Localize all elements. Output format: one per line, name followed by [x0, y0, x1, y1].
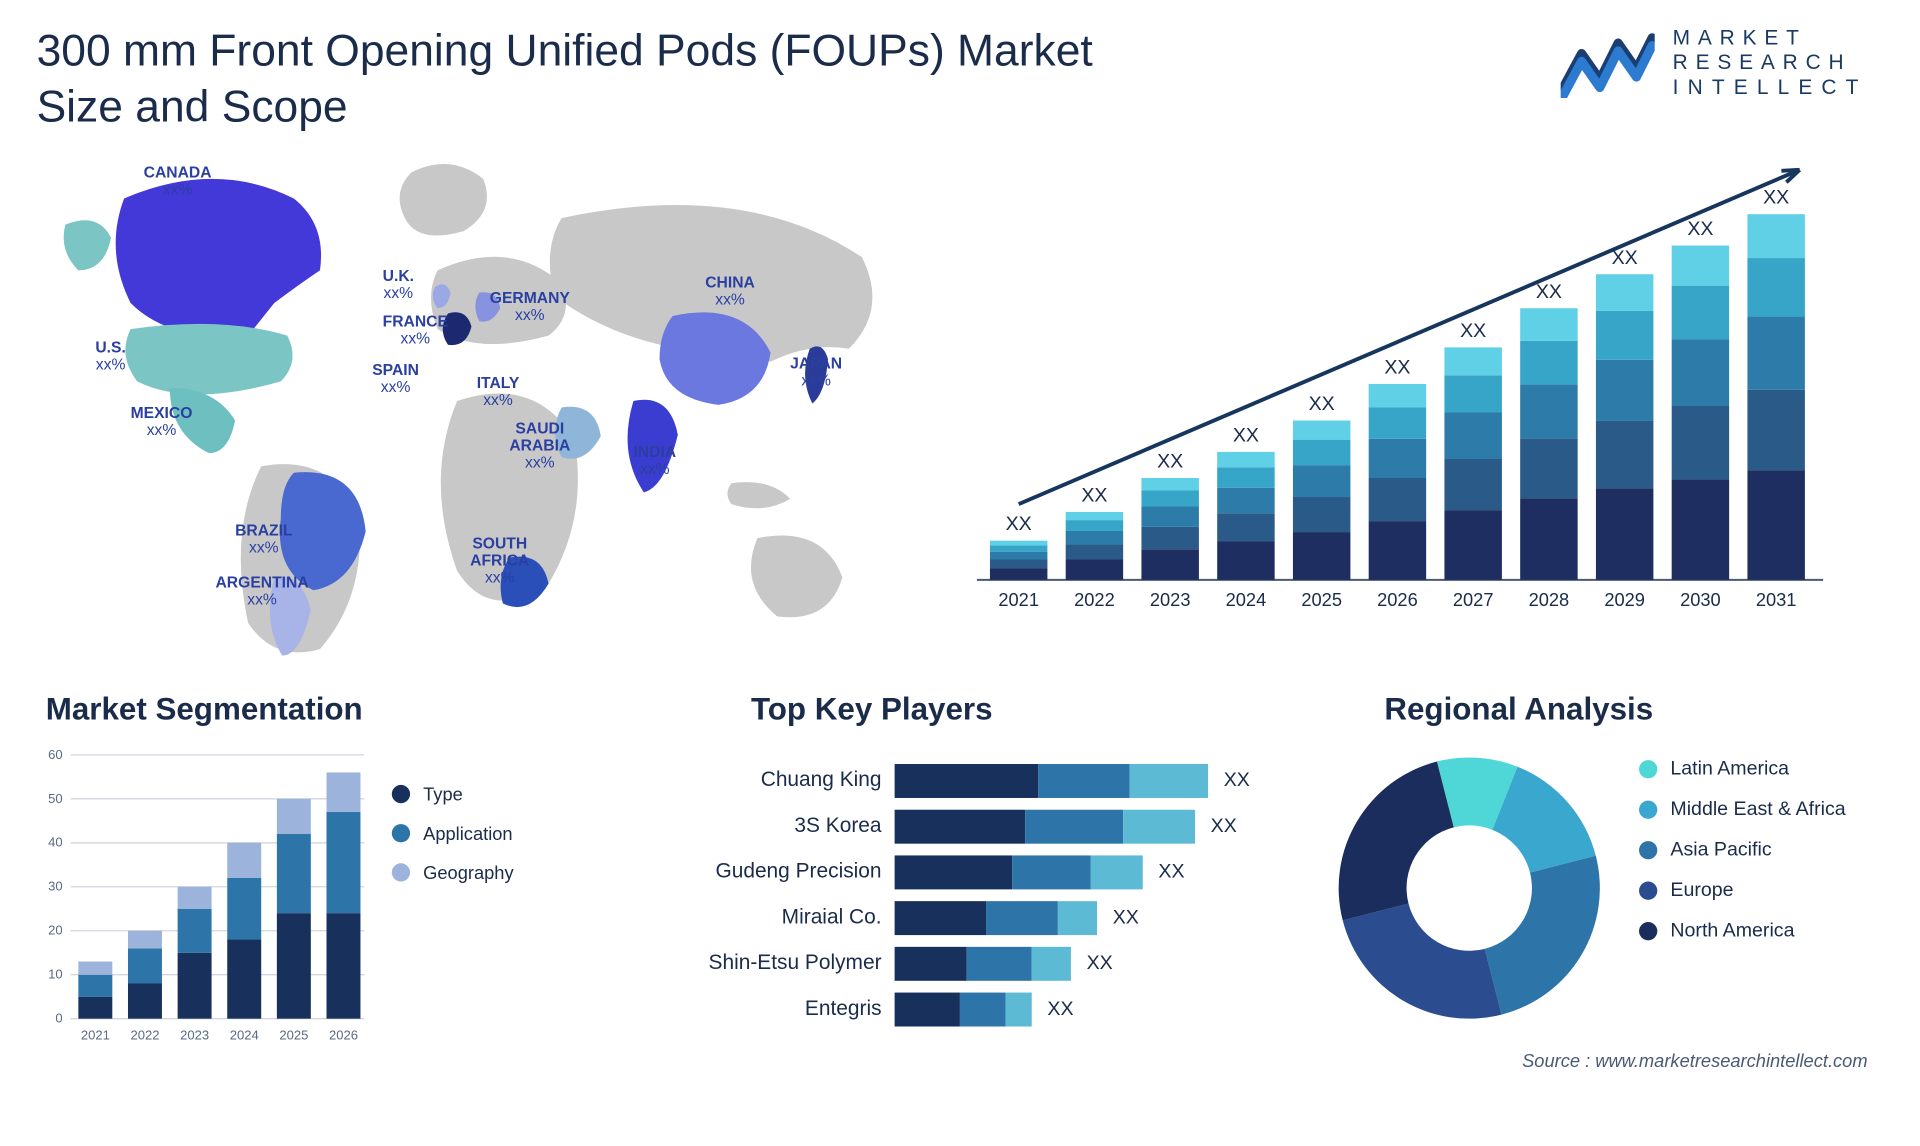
- player-bar-row: XX: [895, 940, 1287, 986]
- map-label: CANADAxx%: [144, 165, 212, 199]
- svg-text:XX: XX: [1309, 393, 1335, 415]
- logo-text-2: RESEARCH: [1673, 51, 1868, 76]
- svg-text:2027: 2027: [1453, 589, 1494, 610]
- segmentation-legend: Type Application Geography: [392, 784, 514, 902]
- svg-text:2030: 2030: [1680, 589, 1721, 610]
- players-bars: XXXXXXXXXXXX: [895, 757, 1287, 1031]
- svg-text:XX: XX: [1081, 485, 1107, 507]
- map-label: ARGENTINAxx%: [215, 575, 308, 609]
- legend-item: Application: [392, 823, 514, 844]
- legend-item: Geography: [392, 862, 514, 883]
- legend-item: North America: [1639, 919, 1846, 941]
- svg-text:XX: XX: [1687, 218, 1713, 240]
- segmentation-chart: 0 10 20 30 40 50 60 2021 2022 2023 2024 2025 2026: [39, 747, 372, 1047]
- svg-text:XX: XX: [1536, 281, 1562, 303]
- svg-text:40: 40: [48, 835, 63, 850]
- svg-text:2028: 2028: [1529, 589, 1570, 610]
- logo-text-3: INTELLECT: [1673, 76, 1868, 101]
- player-label: Entegris: [653, 986, 882, 1032]
- svg-text:2024: 2024: [1226, 589, 1267, 610]
- map-label: CHINAxx%: [705, 274, 755, 308]
- svg-text:XX: XX: [1460, 320, 1486, 342]
- map-label: GERMANYxx%: [490, 290, 570, 324]
- player-label: Shin-Etsu Polymer: [653, 940, 882, 986]
- map-label: BRAZILxx%: [235, 522, 292, 556]
- svg-text:2029: 2029: [1604, 589, 1645, 610]
- map-label: SAUDIARABIAxx%: [509, 421, 570, 473]
- legend-item: Type: [392, 784, 514, 805]
- legend-item: Middle East & Africa: [1639, 798, 1846, 820]
- player-label: Miraial Co.: [653, 895, 882, 941]
- svg-text:2025: 2025: [1301, 589, 1342, 610]
- regional-title: Regional Analysis: [1384, 692, 1653, 729]
- player-label: Gudeng Precision: [653, 849, 882, 895]
- map-label: FRANCExx%: [383, 313, 448, 347]
- svg-text:XX: XX: [1763, 187, 1789, 209]
- map-label: ITALYxx%: [477, 375, 520, 409]
- svg-text:20: 20: [48, 923, 63, 938]
- brand-logo: MARKET RESEARCH INTELLECT: [1560, 26, 1867, 101]
- logo-icon: [1560, 30, 1654, 98]
- svg-text:10: 10: [48, 967, 63, 982]
- svg-text:2022: 2022: [130, 1028, 159, 1043]
- svg-text:2021: 2021: [81, 1028, 110, 1043]
- svg-text:2026: 2026: [1377, 589, 1418, 610]
- svg-text:60: 60: [48, 747, 63, 762]
- svg-text:XX: XX: [1006, 513, 1032, 535]
- market-size-chart: XX 2021 XX 2022 XX 2023 XX 2024 XX 2025 XX 2026 XX 20…: [966, 144, 1854, 627]
- map-label: U.S.xx%: [95, 340, 125, 374]
- logo-text-1: MARKET: [1673, 26, 1868, 51]
- svg-text:2022: 2022: [1074, 589, 1115, 610]
- player-bar-row: XX: [895, 986, 1287, 1032]
- player-bar-row: XX: [895, 849, 1287, 895]
- player-label: Chuang King: [653, 757, 882, 803]
- legend-item: Latin America: [1639, 757, 1846, 779]
- map-label: MEXICOxx%: [131, 405, 193, 439]
- player-label: 3S Korea: [653, 803, 882, 849]
- players-labels: Chuang King3S KoreaGudeng PrecisionMirai…: [653, 757, 882, 1031]
- map-label: SOUTHAFRICAxx%: [470, 535, 529, 587]
- svg-text:2023: 2023: [180, 1028, 209, 1043]
- svg-text:2025: 2025: [279, 1028, 308, 1043]
- player-bar-row: XX: [895, 895, 1287, 941]
- svg-text:XX: XX: [1233, 424, 1259, 446]
- svg-text:2026: 2026: [329, 1028, 358, 1043]
- regional-donut: [1319, 738, 1619, 1038]
- svg-text:30: 30: [48, 879, 63, 894]
- player-bar-row: XX: [895, 757, 1287, 803]
- map-label: INDIAxx%: [633, 444, 676, 478]
- map-label: SPAINxx%: [372, 362, 419, 396]
- map-label: JAPANxx%: [790, 355, 842, 389]
- svg-text:XX: XX: [1157, 451, 1183, 473]
- player-bar-row: XX: [895, 803, 1287, 849]
- svg-text:2023: 2023: [1150, 589, 1191, 610]
- legend-item: Europe: [1639, 879, 1846, 901]
- svg-text:2024: 2024: [230, 1028, 259, 1043]
- svg-text:XX: XX: [1384, 357, 1410, 379]
- world-map: CANADAxx% U.S.xx% MEXICOxx% BRAZILxx% ARGENT…: [46, 146, 908, 668]
- page-title: 300 mm Front Opening Unified Pods (FOUPs…: [37, 24, 1160, 135]
- map-label: U.K.xx%: [383, 268, 414, 302]
- svg-text:2021: 2021: [998, 589, 1039, 610]
- players-title: Top Key Players: [751, 692, 993, 729]
- svg-text:50: 50: [48, 791, 63, 806]
- svg-text:0: 0: [55, 1011, 62, 1026]
- source-attribution: Source : www.marketresearchintellect.com: [1522, 1050, 1867, 1071]
- regional-legend: Latin America Middle East & Africa Asia Pa…: [1639, 757, 1846, 959]
- segmentation-title: Market Segmentation: [46, 692, 363, 729]
- legend-item: Asia Pacific: [1639, 838, 1846, 860]
- svg-text:2031: 2031: [1756, 589, 1797, 610]
